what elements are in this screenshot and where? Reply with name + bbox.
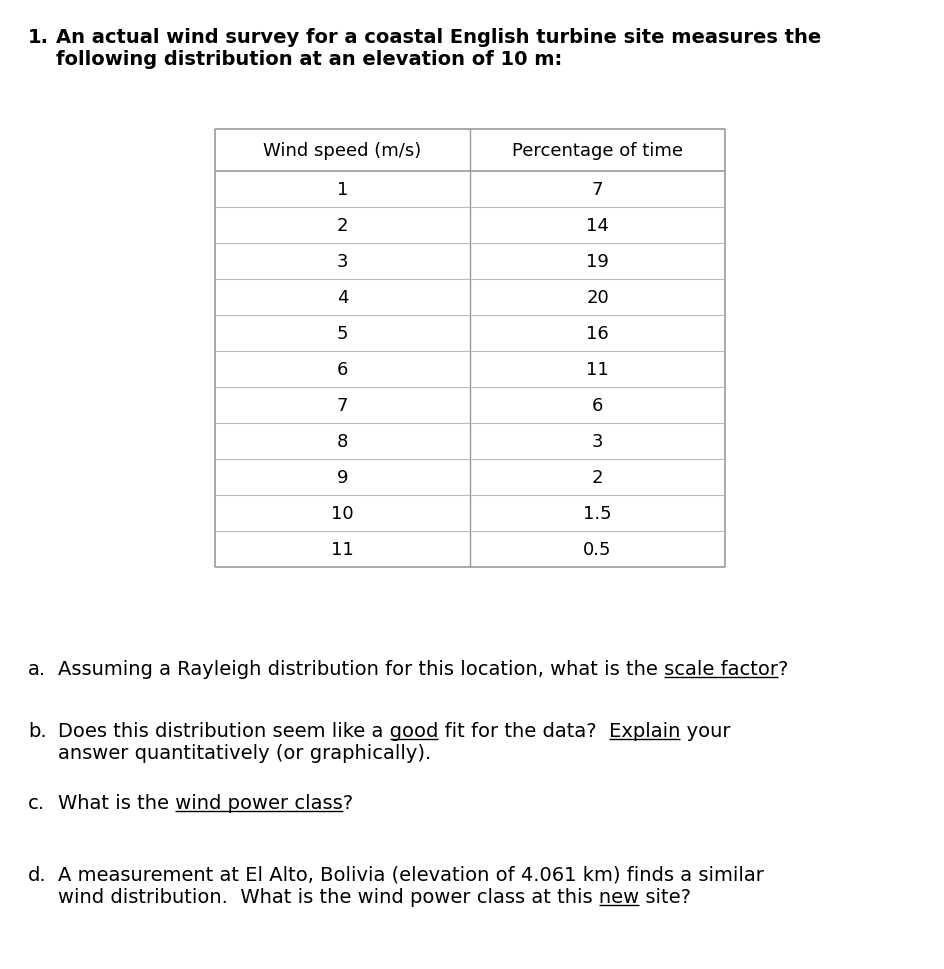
Text: 19: 19 bbox=[586, 253, 609, 270]
Text: b.: b. bbox=[28, 721, 46, 740]
Text: a.: a. bbox=[28, 659, 46, 678]
Text: 6: 6 bbox=[592, 396, 603, 415]
Text: 11: 11 bbox=[586, 360, 609, 379]
Text: Does this distribution seem like a good fit for the data?  Explain your
answer q: Does this distribution seem like a good … bbox=[58, 721, 731, 763]
Text: 9: 9 bbox=[337, 469, 348, 486]
Text: 1.: 1. bbox=[28, 28, 49, 47]
Text: 6: 6 bbox=[337, 360, 348, 379]
Text: 5: 5 bbox=[337, 325, 348, 343]
Text: d.: d. bbox=[28, 865, 46, 884]
Text: 20: 20 bbox=[586, 289, 609, 306]
Text: 11: 11 bbox=[331, 541, 354, 558]
Text: 1: 1 bbox=[337, 181, 348, 199]
Text: What is the wind power class?: What is the wind power class? bbox=[58, 794, 353, 812]
Text: 7: 7 bbox=[337, 396, 348, 415]
Text: 14: 14 bbox=[586, 217, 609, 234]
Text: Percentage of time: Percentage of time bbox=[512, 141, 683, 160]
Text: c.: c. bbox=[28, 794, 45, 812]
Text: 8: 8 bbox=[337, 432, 348, 451]
Text: 2: 2 bbox=[337, 217, 348, 234]
Text: 4: 4 bbox=[337, 289, 348, 306]
Text: 3: 3 bbox=[337, 253, 348, 270]
Text: 10: 10 bbox=[331, 505, 354, 522]
Text: 7: 7 bbox=[592, 181, 603, 199]
Text: 1.5: 1.5 bbox=[583, 505, 612, 522]
Text: Wind speed (m/s): Wind speed (m/s) bbox=[263, 141, 422, 160]
Text: 0.5: 0.5 bbox=[583, 541, 612, 558]
Text: 2: 2 bbox=[592, 469, 603, 486]
Text: A measurement at El Alto, Bolivia (elevation of 4.061 km) finds a similar
wind d: A measurement at El Alto, Bolivia (eleva… bbox=[58, 865, 764, 906]
Text: An actual wind survey for a coastal English turbine site measures the
following : An actual wind survey for a coastal Engl… bbox=[56, 28, 821, 69]
Text: Assuming a Rayleigh distribution for this location, what is the scale factor?: Assuming a Rayleigh distribution for thi… bbox=[58, 659, 788, 678]
Text: 3: 3 bbox=[592, 432, 603, 451]
Text: 16: 16 bbox=[586, 325, 609, 343]
